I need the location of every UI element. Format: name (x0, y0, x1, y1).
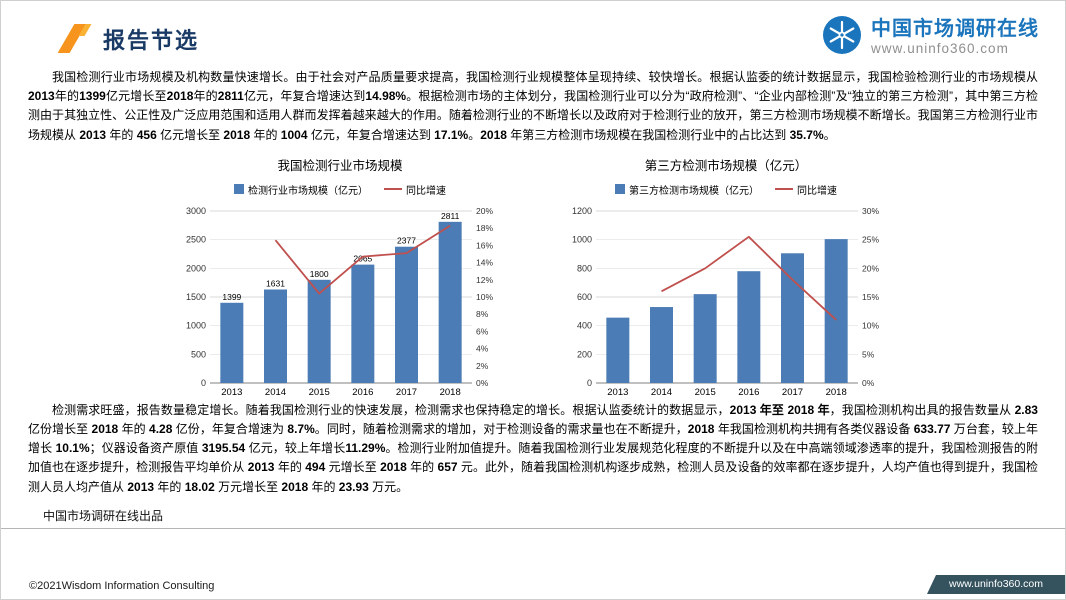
chart-legend: 第三方检测市场规模（亿元） 同比增速 (556, 182, 896, 197)
svg-text:15%: 15% (862, 292, 879, 302)
svg-text:20%: 20% (476, 206, 493, 216)
snowflake-logo-icon (822, 15, 862, 60)
footer-divider (1, 527, 1065, 529)
svg-text:8%: 8% (476, 309, 489, 319)
chart-industry-market-scale: 我国检测行业市场规模 检测行业市场规模（亿元） 同比增速 0 500 1000 150… (170, 155, 510, 401)
svg-text:2017: 2017 (396, 387, 417, 398)
legend-line-item: 同比增速 (775, 182, 837, 197)
svg-text:30%: 30% (862, 206, 879, 216)
svg-text:1399: 1399 (222, 292, 241, 302)
chart-third-party-market-scale: 第三方检测市场规模（亿元） 第三方检测市场规模（亿元） 同比增速 0 200 400… (556, 155, 896, 401)
svg-text:2018: 2018 (440, 387, 461, 398)
svg-text:0: 0 (587, 378, 592, 388)
svg-text:12%: 12% (476, 275, 493, 285)
svg-text:1000: 1000 (186, 320, 206, 330)
analysis-paragraph: 检测需求旺盛，报告数量稳定增长。随着我国检测行业的快速发展，检测需求也保持稳定的… (28, 402, 1038, 494)
chart-legend: 检测行业市场规模（亿元） 同比增速 (170, 182, 510, 197)
svg-text:2065: 2065 (353, 253, 372, 263)
svg-text:2018: 2018 (826, 387, 847, 398)
svg-text:1200: 1200 (572, 206, 592, 216)
brand-name: 中国市场调研在线 (871, 18, 1039, 41)
svg-text:2013: 2013 (221, 387, 242, 398)
svg-text:3000: 3000 (186, 206, 206, 216)
svg-text:400: 400 (577, 320, 592, 330)
bar-swatch-icon (615, 184, 625, 195)
brand-logo: 中国市场调研在线 www.uninfo360.com (822, 15, 1039, 60)
svg-text:14%: 14% (476, 257, 493, 267)
line-swatch-icon (775, 188, 793, 191)
page-header: 报告节选 中国市场调研在线 www.uninfo360.com (1, 1, 1065, 60)
svg-text:1000: 1000 (572, 234, 592, 244)
svg-text:25%: 25% (862, 234, 879, 244)
legend-line-label: 同比增速 (406, 185, 446, 197)
svg-text:0%: 0% (476, 378, 489, 388)
bar-swatch-icon (234, 184, 244, 195)
produced-by-label: 中国市场调研在线出品 (43, 508, 164, 523)
chart-plot: 0 200 400 600 800 1000 1200 0% 5% 10% 15% 20% 25% 30%… (572, 206, 879, 398)
svg-text:2014: 2014 (265, 387, 286, 398)
svg-text:2%: 2% (476, 361, 489, 371)
svg-text:2013: 2013 (607, 387, 628, 398)
svg-text:10%: 10% (862, 320, 879, 330)
legend-bar-label: 第三方检测市场规模（亿元） (629, 185, 759, 197)
svg-text:6%: 6% (476, 326, 489, 336)
svg-text:2000: 2000 (186, 263, 206, 273)
svg-text:10%: 10% (476, 292, 493, 302)
footer-url-link[interactable]: www.uninfo360.com (927, 575, 1065, 594)
svg-text:2016: 2016 (738, 387, 759, 398)
legend-line-label: 同比增速 (797, 185, 837, 197)
svg-text:2015: 2015 (695, 387, 716, 398)
svg-text:0%: 0% (862, 378, 875, 388)
legend-bar-item: 检测行业市场规模（亿元） (234, 182, 368, 197)
svg-text:1800: 1800 (310, 269, 329, 279)
page-title: 报告节选 (103, 28, 200, 53)
svg-text:800: 800 (577, 263, 592, 273)
svg-text:20%: 20% (862, 263, 879, 273)
svg-text:2500: 2500 (186, 234, 206, 244)
legend-line-item: 同比增速 (384, 182, 446, 197)
chart-title: 我国检测行业市场规模 (277, 158, 403, 173)
intro-paragraph: 我国检测行业市场规模及机构数量快速增长。由于社会对产品质量要求提高，我国检测行业… (28, 70, 1038, 142)
legend-bar-item: 第三方检测市场规模（亿元） (615, 182, 759, 197)
svg-text:2017: 2017 (782, 387, 803, 398)
chart-title: 第三方检测市场规模（亿元） (644, 158, 808, 173)
brand-url: www.uninfo360.com (871, 41, 1009, 57)
chart-plot: 0 500 1000 1500 2000 2500 3000 0% 2% 4% 6% 8% 10% 12%… (186, 206, 493, 398)
svg-text:2377: 2377 (397, 235, 416, 245)
svg-text:1631: 1631 (266, 278, 285, 288)
orange-slash-icon (57, 23, 93, 55)
svg-text:18%: 18% (476, 223, 493, 233)
svg-text:500: 500 (191, 349, 206, 359)
svg-text:16%: 16% (476, 240, 493, 250)
line-swatch-icon (384, 188, 402, 191)
svg-text:1500: 1500 (186, 292, 206, 302)
svg-text:5%: 5% (862, 349, 875, 359)
svg-text:2016: 2016 (352, 387, 373, 398)
charts-row: 我国检测行业市场规模 检测行业市场规模（亿元） 同比增速 0 500 1000 150… (1, 155, 1065, 401)
svg-text:4%: 4% (476, 343, 489, 353)
copyright-text: ©2021Wisdom Information Consulting (29, 580, 215, 592)
svg-text:600: 600 (577, 292, 592, 302)
legend-bar-label: 检测行业市场规模（亿元） (248, 185, 368, 197)
svg-text:200: 200 (577, 349, 592, 359)
report-title-wrap: 报告节选 (57, 23, 200, 55)
svg-text:2015: 2015 (309, 387, 330, 398)
svg-text:2014: 2014 (651, 387, 672, 398)
svg-text:0: 0 (201, 378, 206, 388)
svg-text:2811: 2811 (441, 211, 460, 221)
